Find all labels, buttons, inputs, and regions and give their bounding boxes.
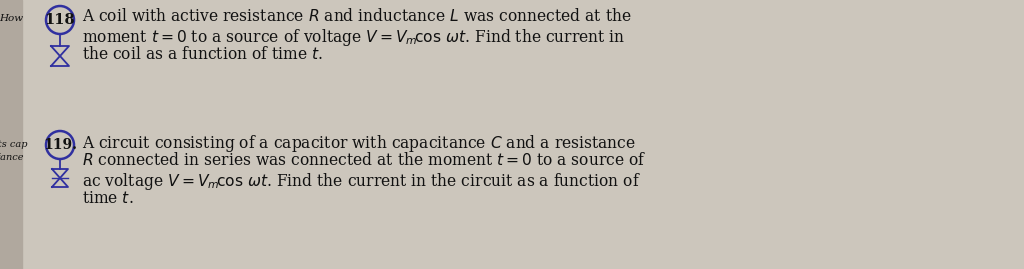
Text: time $t$.: time $t$. (82, 190, 133, 207)
Text: How: How (0, 14, 24, 23)
Text: $R$ connected in series was connected at the moment $t = 0$ to a source of: $R$ connected in series was connected at… (82, 152, 646, 169)
Text: the coil as a function of time $t$.: the coil as a function of time $t$. (82, 46, 323, 63)
Text: 118: 118 (45, 13, 76, 27)
Text: iance: iance (0, 153, 25, 162)
Text: ac voltage $V = V_m\!\cos\,\omega t$. Find the current in the circuit as a funct: ac voltage $V = V_m\!\cos\,\omega t$. Fi… (82, 171, 641, 192)
Bar (0, 0, 22, 269)
Text: Its cap: Its cap (0, 140, 28, 149)
Text: A coil with active resistance $R$ and inductance $L$ was connected at the: A coil with active resistance $R$ and in… (82, 8, 632, 25)
Text: A circuit consisting of a capacitor with capacitance $C$ and a resistance: A circuit consisting of a capacitor with… (82, 133, 636, 154)
Text: 119.: 119. (43, 138, 77, 152)
Text: moment $t = 0$ to a source of voltage $V = V_m\!\cos\,\omega t$. Find the curren: moment $t = 0$ to a source of voltage $V… (82, 27, 626, 48)
